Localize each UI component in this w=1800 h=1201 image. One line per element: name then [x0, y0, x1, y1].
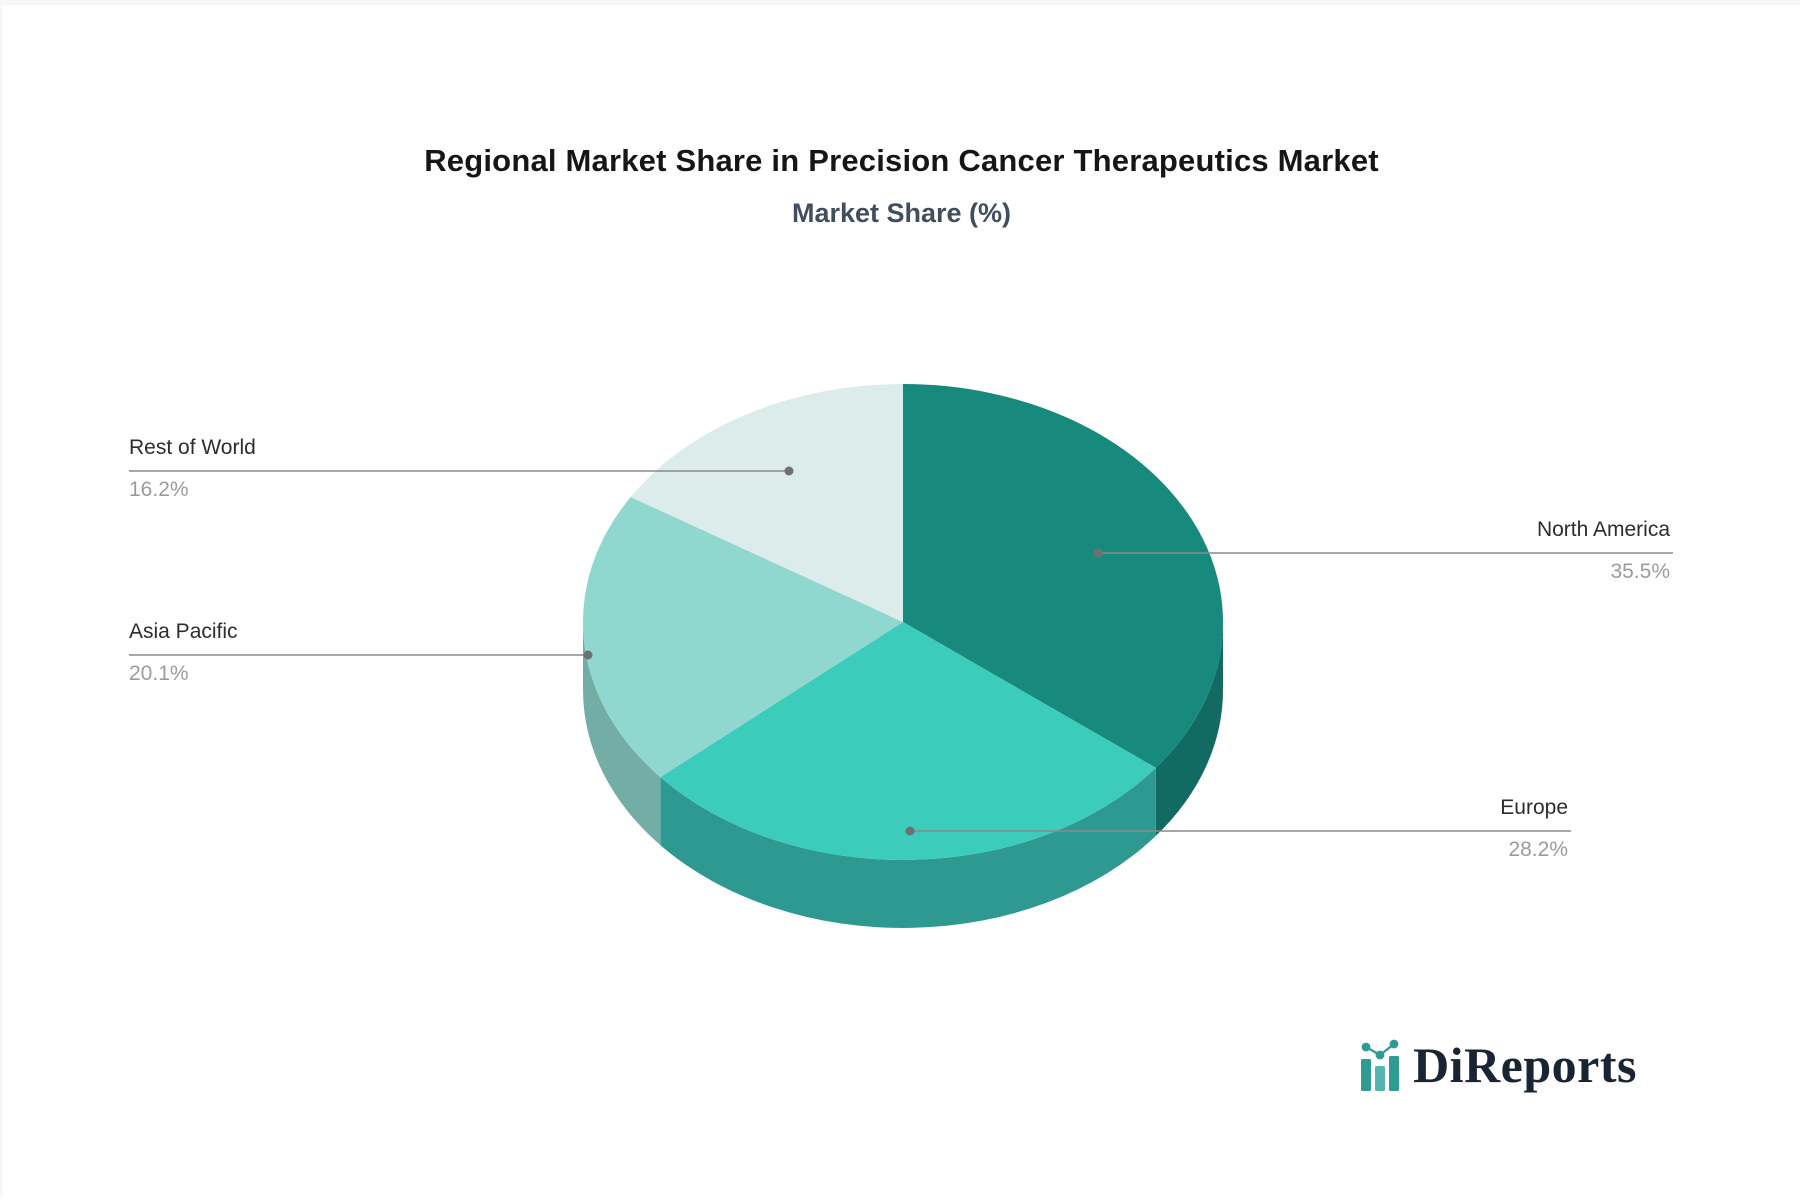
bar-line-chart-icon [1361, 1039, 1400, 1091]
leader-dot-north-america [1093, 548, 1103, 558]
slice-label-asia-pacific: Asia Pacific 20.1% [129, 619, 238, 687]
pie-slice-side-asia-pacific [583, 622, 661, 846]
logo-text: DiReports [1413, 1037, 1637, 1093]
leader-dot-rest-of-world [784, 466, 794, 476]
slice-label-europe: Europe 28.2% [1500, 795, 1568, 863]
pie-slice-rest-of-world[interactable] [630, 384, 903, 622]
pie-slice-europe[interactable] [660, 622, 1156, 861]
slice-label-percent: 16.2% [129, 478, 189, 501]
leader-dot-europe [905, 826, 915, 836]
pie-slice-asia-pacific[interactable] [582, 497, 903, 778]
pie-slice-side-europe [660, 767, 1156, 929]
slice-label-north-america: North America 35.5% [1537, 517, 1670, 585]
slice-label-name: Asia Pacific [129, 620, 238, 643]
slice-label-percent: 20.1% [129, 662, 189, 685]
slice-label-name: North America [1536, 518, 1670, 541]
slice-label-rest-of-world: Rest of World 16.2% [129, 435, 256, 503]
leader-dot-asia-pacific [583, 650, 593, 660]
pie-chart [129, 384, 1673, 929]
slice-label-percent: 28.2% [1508, 838, 1568, 861]
chart-subtitle: Market Share (%) [791, 198, 1012, 228]
pie-slice-north-america[interactable] [903, 384, 1224, 768]
slice-label-percent: 35.5% [1610, 560, 1670, 583]
pie-slice-side-north-america [1155, 622, 1223, 836]
slice-label-name: Europe [1500, 796, 1568, 819]
chart-title: Regional Market Share in Precision Cance… [424, 143, 1379, 178]
slice-label-name: Rest of World [129, 436, 256, 459]
direports-logo: DiReports [1360, 1037, 1637, 1091]
